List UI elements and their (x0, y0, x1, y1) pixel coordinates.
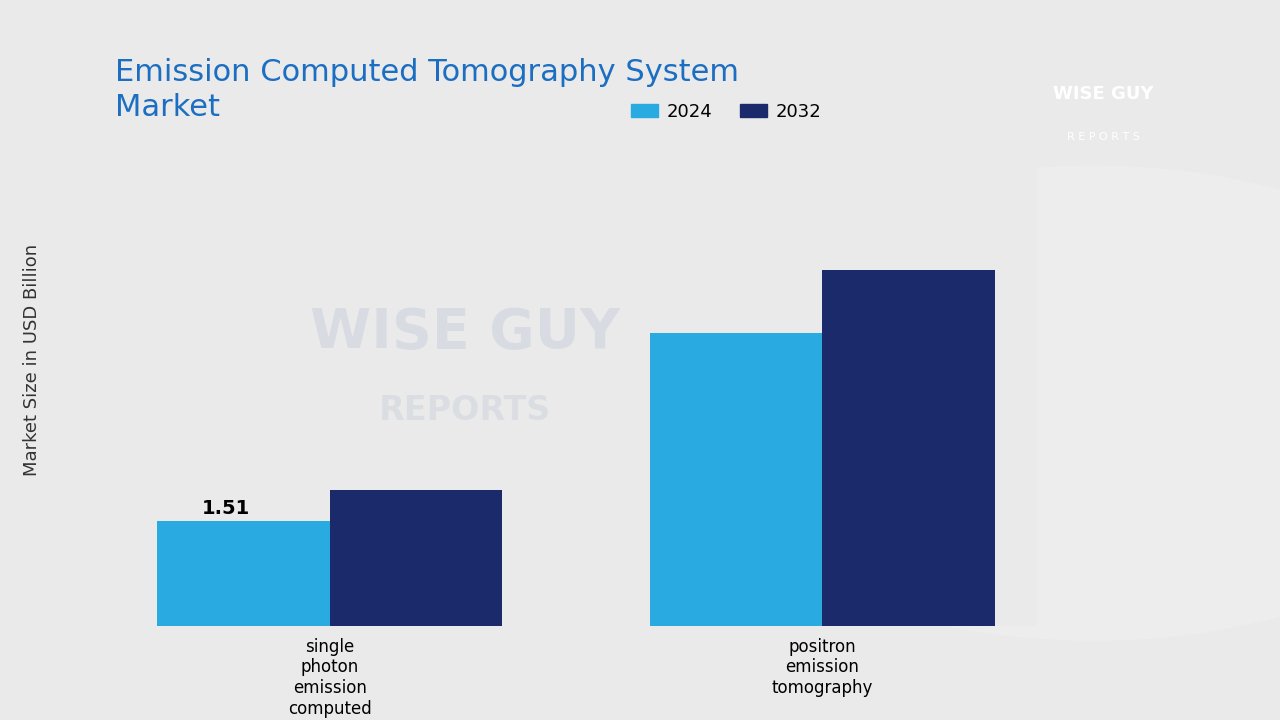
Legend: 2024, 2032: 2024, 2032 (623, 96, 828, 128)
Bar (329, 490, 502, 626)
Text: Market Size in USD Billion: Market Size in USD Billion (23, 244, 41, 476)
Text: 1.51: 1.51 (202, 499, 250, 518)
Bar (650, 333, 823, 626)
Circle shape (672, 166, 1280, 641)
Text: R E P O R T S: R E P O R T S (1068, 132, 1139, 142)
Text: Emission Computed Tomography System
Market: Emission Computed Tomography System Mark… (115, 58, 740, 122)
Text: WISE GUY: WISE GUY (310, 305, 621, 359)
Bar (823, 270, 995, 626)
Text: REPORTS: REPORTS (379, 395, 552, 428)
Bar (157, 521, 329, 626)
Text: WISE GUY: WISE GUY (1053, 85, 1153, 102)
